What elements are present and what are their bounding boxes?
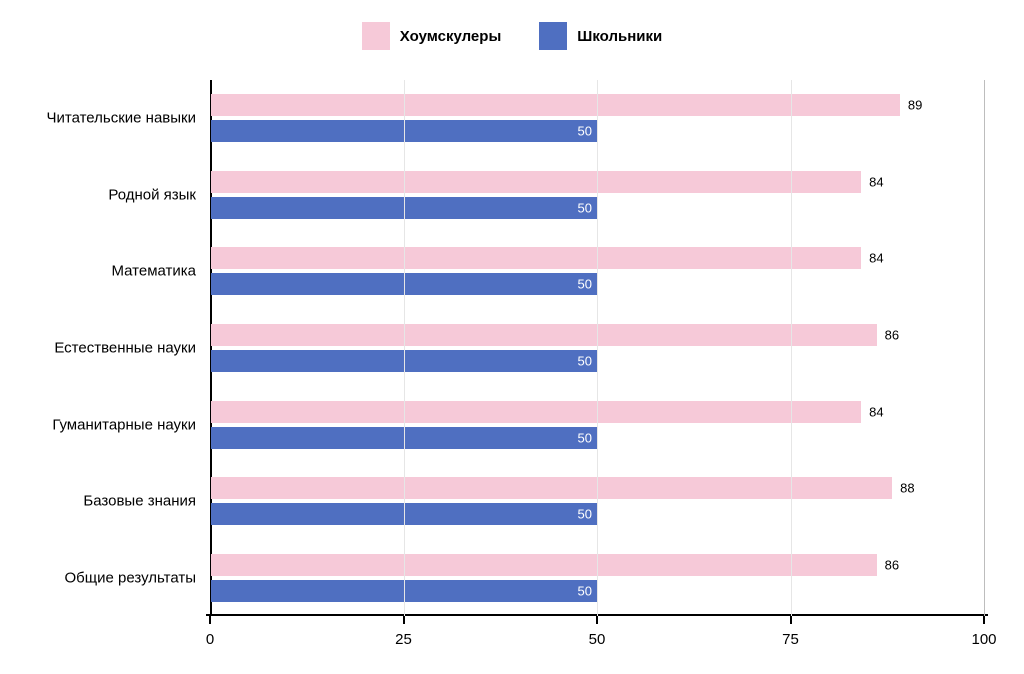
category-label: Родной язык	[108, 186, 210, 203]
bar-value: 50	[578, 354, 592, 369]
bar-value: 86	[877, 328, 899, 343]
category-label: Гуманитарные науки	[52, 416, 210, 433]
bar-schoolers: 50	[211, 503, 598, 525]
bar-homeschoolers: 84	[211, 247, 861, 269]
bar-value: 50	[578, 200, 592, 215]
x-tick-label: 0	[206, 631, 214, 648]
legend-swatch-homeschoolers	[362, 22, 390, 50]
x-tick-label: 100	[971, 631, 996, 648]
bar-homeschoolers: 89	[211, 94, 900, 116]
legend-swatch-schoolers	[539, 22, 567, 50]
plot-area: Читательские навыки8950Родной язык8450Ма…	[210, 80, 984, 616]
x-tick	[983, 616, 985, 624]
gridline	[597, 80, 598, 616]
legend-item-homeschoolers: Хоумскулеры	[362, 22, 501, 50]
x-tick-label: 75	[782, 631, 799, 648]
category-label: Математика	[111, 263, 210, 280]
x-tick-label: 25	[395, 631, 412, 648]
bar-schoolers: 50	[211, 580, 598, 602]
bar-value: 84	[861, 404, 883, 419]
bar-homeschoolers: 86	[211, 554, 877, 576]
bar-schoolers: 50	[211, 197, 598, 219]
gridline	[791, 80, 792, 616]
category-label: Читательские навыки	[47, 110, 210, 127]
bar-homeschoolers: 84	[211, 171, 861, 193]
legend-label-schoolers: Школьники	[577, 28, 662, 45]
bar-value: 89	[900, 98, 922, 113]
x-tick-label: 50	[589, 631, 606, 648]
bar-value: 88	[892, 481, 914, 496]
bar-value: 84	[861, 251, 883, 266]
bar-schoolers: 50	[211, 427, 598, 449]
bar-value: 50	[578, 583, 592, 598]
legend-item-schoolers: Школьники	[539, 22, 662, 50]
bar-homeschoolers: 84	[211, 401, 861, 423]
x-tick	[790, 616, 792, 624]
bar-value: 50	[578, 124, 592, 139]
legend: Хоумскулеры Школьники	[0, 22, 1024, 50]
x-tick	[209, 616, 211, 624]
x-tick	[403, 616, 405, 624]
legend-label-homeschoolers: Хоумскулеры	[400, 28, 501, 45]
gridline	[984, 80, 985, 616]
bar-schoolers: 50	[211, 350, 598, 372]
category-label: Естественные науки	[54, 340, 210, 357]
bar-value: 50	[578, 430, 592, 445]
chart-container: Хоумскулеры Школьники Читательские навык…	[0, 0, 1024, 674]
bar-value: 50	[578, 277, 592, 292]
bar-homeschoolers: 86	[211, 324, 877, 346]
bar-value: 50	[578, 507, 592, 522]
gridline	[404, 80, 405, 616]
x-tick	[596, 616, 598, 624]
bar-schoolers: 50	[211, 120, 598, 142]
category-label: Общие результаты	[65, 569, 210, 586]
category-label: Базовые знания	[83, 493, 210, 510]
bar-value: 84	[861, 174, 883, 189]
bar-value: 86	[877, 557, 899, 572]
bar-schoolers: 50	[211, 273, 598, 295]
